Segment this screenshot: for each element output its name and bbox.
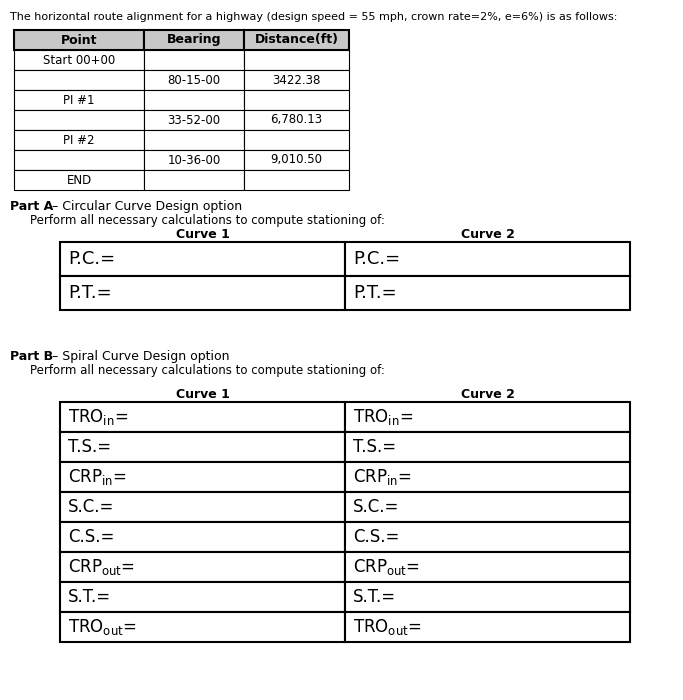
Bar <box>345 402 630 432</box>
Bar <box>345 242 630 276</box>
Bar <box>60 242 345 276</box>
Bar <box>244 130 349 150</box>
Text: 10-36-00: 10-36-00 <box>167 153 221 167</box>
Bar <box>244 50 349 70</box>
Text: – Circular Curve Design option: – Circular Curve Design option <box>48 200 242 213</box>
Bar <box>144 110 244 130</box>
Bar <box>244 150 349 170</box>
Bar <box>14 30 144 50</box>
Text: 80-15-00: 80-15-00 <box>167 74 221 87</box>
Text: Perform all necessary calculations to compute stationing of:: Perform all necessary calculations to co… <box>30 364 385 377</box>
Bar <box>345 612 630 642</box>
Bar <box>345 462 630 492</box>
Text: S.C.=: S.C.= <box>353 498 400 516</box>
Text: 33-52-00: 33-52-00 <box>167 113 221 127</box>
Text: TRO$_\mathregular{in}$=: TRO$_\mathregular{in}$= <box>68 407 128 427</box>
Text: Part A: Part A <box>10 200 53 213</box>
Bar <box>14 130 144 150</box>
Bar <box>14 50 144 70</box>
Text: Distance(ft): Distance(ft) <box>255 34 339 46</box>
Bar <box>60 402 345 432</box>
Text: T.S.=: T.S.= <box>68 438 111 456</box>
Bar <box>60 612 345 642</box>
Bar <box>244 70 349 90</box>
Bar <box>60 552 345 582</box>
Text: P.C.=: P.C.= <box>353 250 400 268</box>
Bar <box>14 70 144 90</box>
Bar <box>144 150 244 170</box>
Bar <box>144 170 244 190</box>
Bar <box>144 70 244 90</box>
Bar <box>144 90 244 110</box>
Bar <box>345 492 630 522</box>
Bar <box>60 492 345 522</box>
Text: S.C.=: S.C.= <box>68 498 114 516</box>
Text: P.C.=: P.C.= <box>68 250 115 268</box>
Text: Bearing: Bearing <box>167 34 221 46</box>
Text: CRP$_\mathregular{out}$=: CRP$_\mathregular{out}$= <box>68 557 135 577</box>
Bar <box>14 90 144 110</box>
Text: TRO$_\mathregular{out}$=: TRO$_\mathregular{out}$= <box>353 617 421 637</box>
Text: S.T.=: S.T.= <box>353 588 396 606</box>
Bar <box>14 150 144 170</box>
Bar <box>244 170 349 190</box>
Text: TRO$_\mathregular{in}$=: TRO$_\mathregular{in}$= <box>353 407 413 427</box>
Text: CRP$_\mathregular{out}$=: CRP$_\mathregular{out}$= <box>353 557 420 577</box>
Text: Curve 2: Curve 2 <box>460 388 514 401</box>
Bar <box>244 90 349 110</box>
Bar <box>60 582 345 612</box>
Bar <box>60 462 345 492</box>
Text: Curve 2: Curve 2 <box>460 228 514 241</box>
Bar <box>60 276 345 310</box>
Text: T.S.=: T.S.= <box>353 438 396 456</box>
Text: 3422.38: 3422.38 <box>273 74 321 87</box>
Text: Start 00+00: Start 00+00 <box>43 53 115 66</box>
Text: CRP$_\mathregular{in}$=: CRP$_\mathregular{in}$= <box>353 467 412 487</box>
Text: Part B: Part B <box>10 350 53 363</box>
Text: P.T.=: P.T.= <box>68 284 111 302</box>
Text: Curve 1: Curve 1 <box>176 388 229 401</box>
Text: 6,780.13: 6,780.13 <box>270 113 322 127</box>
Bar <box>244 110 349 130</box>
Text: CRP$_\mathregular{in}$=: CRP$_\mathregular{in}$= <box>68 467 126 487</box>
Text: PI #1: PI #1 <box>64 94 95 106</box>
Bar <box>14 110 144 130</box>
Text: TRO$_\mathregular{out}$=: TRO$_\mathregular{out}$= <box>68 617 137 637</box>
Bar <box>14 170 144 190</box>
Bar <box>345 522 630 552</box>
Text: Perform all necessary calculations to compute stationing of:: Perform all necessary calculations to co… <box>30 214 385 227</box>
Bar <box>60 522 345 552</box>
Bar <box>144 30 244 50</box>
Text: C.S.=: C.S.= <box>68 528 114 546</box>
Bar <box>345 276 630 310</box>
Text: – Spiral Curve Design option: – Spiral Curve Design option <box>48 350 229 363</box>
Bar <box>345 582 630 612</box>
Bar <box>345 432 630 462</box>
Text: C.S.=: C.S.= <box>353 528 400 546</box>
Text: 9,010.50: 9,010.50 <box>270 153 322 167</box>
Text: The horizontal route alignment for a highway (design speed = 55 mph, crown rate=: The horizontal route alignment for a hig… <box>10 12 617 22</box>
Bar <box>144 50 244 70</box>
Text: END: END <box>66 174 92 186</box>
Bar <box>144 130 244 150</box>
Text: S.T.=: S.T.= <box>68 588 111 606</box>
Text: P.T.=: P.T.= <box>353 284 397 302</box>
Text: Point: Point <box>61 34 97 46</box>
Text: PI #2: PI #2 <box>64 134 95 146</box>
Bar <box>60 432 345 462</box>
Text: Curve 1: Curve 1 <box>176 228 229 241</box>
Bar <box>244 30 349 50</box>
Bar <box>345 552 630 582</box>
